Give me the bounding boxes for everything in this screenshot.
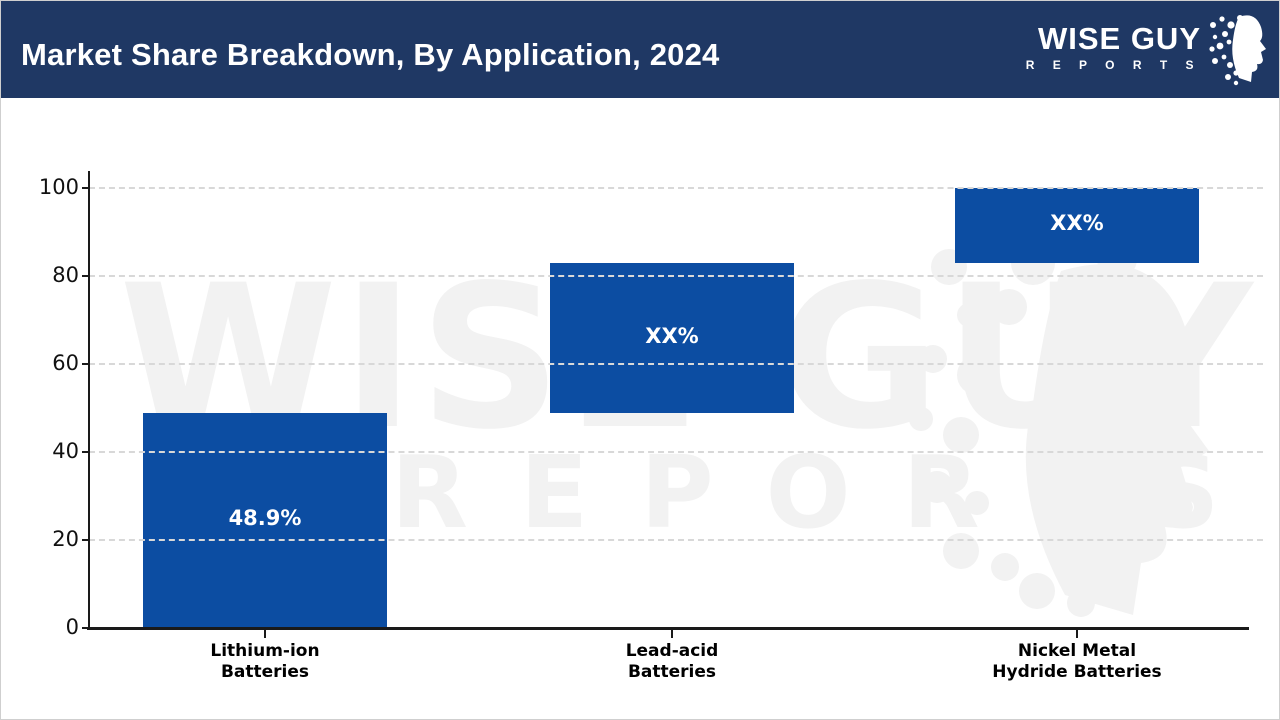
logo-text: WISE GUY R E P O R T S <box>1025 21 1201 73</box>
y-tick-40 <box>82 451 89 453</box>
bar-1 <box>550 262 794 413</box>
page-title: Market Share Breakdown, By Application, … <box>21 37 720 72</box>
category-label-line: Batteries <box>220 662 310 682</box>
category-label-line: Lead-acid <box>625 641 719 661</box>
wise-guy-reports-logo: WISE GUY R E P O R T S <box>1011 7 1267 93</box>
y-tick-label-60: 60 <box>52 351 79 375</box>
y-tick-60 <box>82 363 89 365</box>
y-tick-label-20: 20 <box>52 527 79 551</box>
category-label-line: Hydride Batteries <box>992 662 1162 682</box>
gridline-20 <box>89 539 1263 541</box>
bar-value-label-1: XX% <box>645 323 699 348</box>
x-axis-line <box>87 627 1249 630</box>
logo-wiseguy-label: WISE GUY <box>1037 21 1201 56</box>
gridline-60 <box>89 363 1263 365</box>
bar-0 <box>143 412 387 628</box>
y-tick-100 <box>82 187 89 189</box>
bar-2 <box>955 188 1199 263</box>
bar-value-label-2: XX% <box>1050 211 1104 236</box>
gridline-80 <box>89 275 1263 277</box>
bar-value-label-0: 48.9% <box>228 506 302 531</box>
y-tick-80 <box>82 275 89 277</box>
y-tick-label-80: 80 <box>52 263 79 287</box>
category-label-2: Nickel Metal Hydride Batteries <box>937 641 1217 683</box>
logo-face-icon <box>1209 15 1266 86</box>
category-label-1: Lead-acid Batteries <box>532 641 812 683</box>
gridline-100 <box>89 187 1263 189</box>
category-label-line: Nickel Metal <box>1017 641 1137 661</box>
category-label-line: Lithium-ion <box>210 641 320 661</box>
y-tick-20 <box>82 539 89 541</box>
gridline-40 <box>89 451 1263 453</box>
y-axis-line <box>88 171 90 630</box>
y-tick-label-100: 100 <box>38 175 79 199</box>
y-tick-label-40: 40 <box>52 439 79 463</box>
x-tick-1 <box>671 630 673 638</box>
y-tick-label-0: 0 <box>65 615 79 639</box>
header-bar: Market Share Breakdown, By Application, … <box>1 1 1279 98</box>
y-tick-0 <box>82 627 89 629</box>
category-label-line: Batteries <box>627 662 717 682</box>
x-tick-2 <box>1076 630 1078 638</box>
x-tick-0 <box>264 630 266 638</box>
logo-reports-label: R E P O R T S <box>1025 58 1201 72</box>
category-label-0: Lithium-ion Batteries <box>125 641 405 683</box>
